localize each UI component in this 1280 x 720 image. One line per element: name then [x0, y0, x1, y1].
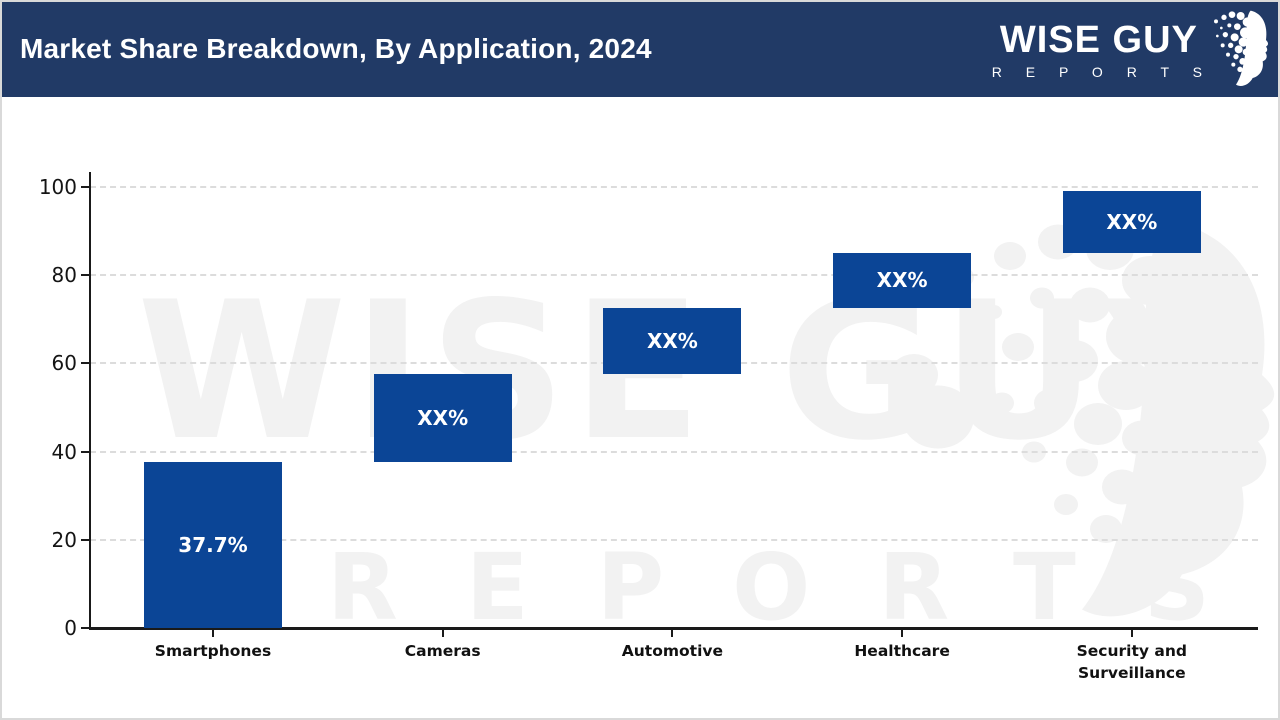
bar-healthcare: [833, 253, 972, 308]
y-tick-label: 0: [64, 616, 77, 640]
x-axis-tick: [901, 628, 904, 637]
bar-value-label: XX%: [1106, 209, 1158, 234]
y-axis-tick: [81, 362, 90, 365]
x-axis-tick: [212, 628, 214, 637]
y-tick-label: 100: [38, 175, 77, 199]
header: Market Share Breakdown, By Application, …: [2, 2, 1278, 97]
y-axis-tick: [81, 450, 90, 453]
y-tick-label: 80: [51, 263, 77, 288]
x-axis-tick: [671, 628, 674, 637]
wiseguy-logo: WISE GUY R E P O R T S: [986, 8, 1274, 92]
bar-value-label: XX%: [417, 406, 469, 431]
x-axis: [89, 627, 1258, 630]
y-axis-tick: [81, 538, 90, 541]
bar-value-label: 37.7%: [178, 532, 248, 557]
y-axis-tick: [81, 274, 90, 277]
x-tick-label-automotive: Automotive: [621, 642, 723, 660]
gridline: [90, 274, 1258, 277]
logo-wordmark: WISE GUY: [999, 19, 1198, 61]
logo-subtext: R E P O R T S: [991, 64, 1212, 80]
gridline: [90, 538, 1258, 541]
y-tick-label: 20: [51, 527, 77, 552]
bar-value-label: XX%: [646, 329, 698, 354]
bar-automotive: [603, 307, 742, 375]
x-tick-label-healthcare: Healthcare: [854, 642, 950, 660]
x-tick-label-security-and-surveillance: Security and Surveillance: [1076, 642, 1187, 682]
wiseguy-logo-text: WISE GUY R E P O R T S: [986, 19, 1212, 81]
bar-smartphones: [144, 461, 282, 628]
y-axis: [89, 172, 91, 630]
wiseguy-face-icon: [1198, 8, 1274, 92]
bar-cameras: [373, 374, 512, 462]
x-axis-tick: [1130, 628, 1133, 637]
bar-value-label: XX%: [876, 268, 928, 293]
x-tick-label-smartphones: Smartphones: [154, 642, 272, 660]
x-axis-tick: [441, 628, 444, 637]
y-tick-label: 60: [51, 351, 77, 376]
gridline: [90, 186, 1258, 188]
y-axis-tick: [81, 627, 90, 629]
y-axis-tick: [81, 186, 90, 188]
x-tick-label-cameras: Cameras: [404, 642, 481, 660]
y-tick-label: 40: [51, 439, 77, 464]
gridline: [90, 450, 1258, 453]
page-title: Market Share Breakdown, By Application, …: [20, 33, 652, 64]
